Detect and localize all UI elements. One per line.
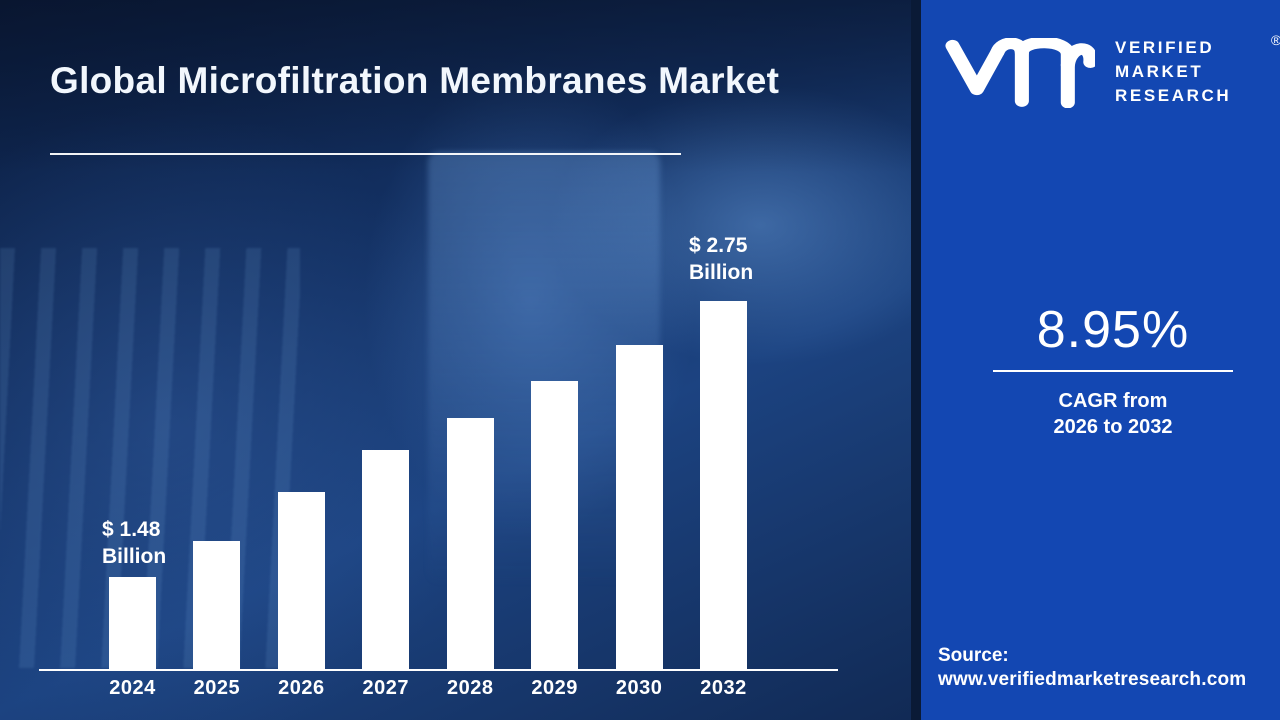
bar-2026: [277, 492, 325, 670]
brand-logo: VERIFIED MARKET RESEARCH ®: [945, 32, 1280, 112]
chart-panel: Global Microfiltration Membranes Market …: [0, 0, 911, 720]
value-annotation-line: Billion: [689, 261, 754, 284]
registered-trademark-icon: ®: [1271, 32, 1280, 48]
stat-divider: [993, 370, 1233, 372]
brand-name-line: RESEARCH: [1115, 86, 1232, 105]
source-label: Source:: [938, 645, 1009, 666]
value-annotation-line: Billion: [102, 545, 167, 568]
brand-name: VERIFIED MARKET RESEARCH: [1115, 36, 1231, 108]
source: Source: www.verifiedmarketresearch.com: [938, 644, 1246, 692]
value-annotation-2032: $ 2.75 Billion: [689, 232, 753, 286]
bar-2030: [615, 345, 663, 670]
bar-2032: [700, 301, 747, 670]
cagr-caption-line: 2026 to 2032: [1053, 416, 1173, 438]
cagr-caption: CAGR from 2026 to 2032: [993, 388, 1233, 440]
cagr-value: 8.95%: [1036, 301, 1190, 359]
bar-label-2024: 2024: [109, 677, 156, 699]
brand-name-line: MARKET: [1115, 62, 1204, 81]
title-underline: [50, 153, 681, 155]
bar-label-2032: 2032: [700, 677, 747, 699]
bar-label-2026: 2026: [278, 677, 325, 699]
bar-label-2025: 2025: [193, 677, 241, 699]
bar-2024: [109, 577, 156, 670]
vmr-monogram-icon: [945, 38, 1095, 108]
bar-label-2030: 2030: [615, 677, 663, 699]
bar-chart: 2024 2025 2026 2027 2028 2029 2030 2032: [39, 230, 838, 700]
x-axis-line: [39, 669, 838, 671]
cagr-caption-line: CAGR from: [1058, 390, 1168, 412]
value-annotation-2024: $ 1.48 Billion: [102, 516, 166, 570]
bar-label-2029: 2029: [531, 677, 578, 699]
bar-2028: [446, 418, 494, 670]
bar-2029: [531, 381, 579, 670]
bar-2025: [193, 541, 241, 670]
value-annotation-line: $ 2.75: [689, 234, 748, 257]
info-panel: VERIFIED MARKET RESEARCH ® 8.95% CAGR fr…: [911, 0, 1280, 720]
cagr-stat: 8.95% CAGR from 2026 to 2032: [993, 302, 1233, 440]
page-title: Global Microfiltration Membranes Market: [50, 60, 780, 101]
bar-label-2027: 2027: [362, 677, 410, 699]
source-url: www.verifiedmarketresearch.com: [938, 669, 1247, 690]
bar-2027: [362, 450, 410, 670]
brand-name-line: VERIFIED: [1115, 38, 1215, 57]
bar-label-2028: 2028: [446, 677, 494, 699]
value-annotation-line: $ 1.48: [102, 518, 161, 541]
